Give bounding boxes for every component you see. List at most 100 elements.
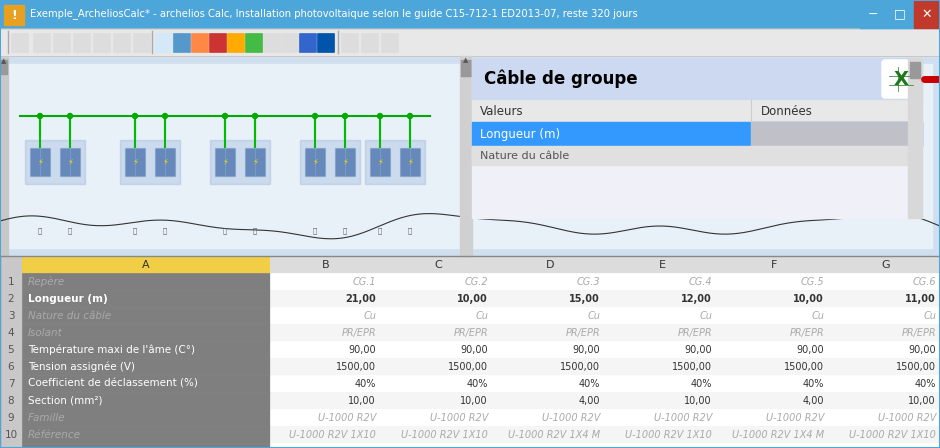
Circle shape — [223, 113, 227, 119]
FancyBboxPatch shape — [54, 34, 70, 52]
Text: E: E — [659, 259, 666, 270]
Text: Nexans: Nexans — [900, 447, 936, 448]
Bar — [71, 149, 79, 175]
Bar — [472, 58, 922, 100]
Text: 12,00: 12,00 — [682, 293, 712, 303]
Bar — [494, 358, 606, 375]
Bar — [22, 307, 270, 324]
Text: 1: 1 — [8, 276, 14, 287]
Bar — [382, 392, 494, 409]
Bar — [215, 148, 235, 176]
Text: ⚡: ⚡ — [407, 158, 413, 167]
Bar — [22, 256, 270, 273]
Bar — [494, 273, 606, 290]
Bar — [22, 375, 270, 392]
FancyBboxPatch shape — [133, 34, 150, 52]
Text: 10: 10 — [5, 430, 18, 439]
Text: 90,00: 90,00 — [572, 345, 600, 354]
Text: Longueur (m): Longueur (m) — [480, 128, 560, 141]
Bar — [830, 273, 940, 290]
Text: Cu: Cu — [588, 310, 600, 320]
Bar — [830, 392, 940, 409]
Bar — [461, 60, 471, 76]
Bar — [401, 149, 409, 175]
FancyBboxPatch shape — [93, 34, 111, 52]
Text: ⚡: ⚡ — [132, 158, 138, 167]
Bar — [0, 273, 22, 290]
Bar — [316, 149, 324, 175]
Bar — [718, 341, 830, 358]
Bar — [606, 409, 718, 426]
Bar — [270, 290, 382, 307]
Text: Section (mm²): Section (mm²) — [28, 396, 102, 405]
Bar — [270, 307, 382, 324]
Text: ⚡: ⚡ — [377, 158, 383, 167]
Text: ⚡: ⚡ — [222, 158, 227, 167]
Bar — [606, 358, 718, 375]
Bar — [125, 148, 145, 176]
Bar — [494, 375, 606, 392]
Text: ▲: ▲ — [463, 57, 469, 63]
Bar — [270, 392, 382, 409]
Text: Nexans: Nexans — [339, 447, 376, 448]
Bar — [494, 392, 606, 409]
Bar — [61, 149, 69, 175]
Text: CG.6: CG.6 — [913, 276, 936, 287]
Circle shape — [163, 113, 167, 119]
Bar — [22, 409, 270, 426]
Text: 7: 7 — [8, 379, 14, 388]
Bar — [718, 426, 830, 443]
Bar — [0, 409, 22, 426]
Bar — [606, 290, 718, 307]
Bar — [270, 256, 382, 273]
Text: □: □ — [894, 8, 906, 21]
Text: Cu: Cu — [923, 310, 936, 320]
Bar — [0, 56, 940, 256]
Bar — [22, 426, 270, 443]
Bar — [120, 140, 180, 184]
Text: ⏚: ⏚ — [253, 228, 258, 234]
Text: Référence: Référence — [28, 430, 81, 439]
Bar — [382, 324, 494, 341]
Bar — [494, 341, 606, 358]
Bar — [155, 148, 175, 176]
Text: CG.3: CG.3 — [576, 276, 600, 287]
Text: Marque: Marque — [28, 447, 67, 448]
Text: 10,00: 10,00 — [461, 396, 488, 405]
Text: U-1000 R2V 1X10: U-1000 R2V 1X10 — [625, 430, 712, 439]
Bar — [156, 149, 164, 175]
Bar — [718, 375, 830, 392]
Bar — [365, 140, 425, 184]
Bar — [305, 148, 325, 176]
Text: U-1000 R2V 1X10: U-1000 R2V 1X10 — [401, 430, 488, 439]
Text: 8: 8 — [8, 396, 14, 405]
Bar — [381, 149, 389, 175]
Text: 40%: 40% — [691, 379, 712, 388]
Circle shape — [408, 113, 413, 119]
Text: Valeurs: Valeurs — [480, 104, 524, 117]
Text: ⚡: ⚡ — [312, 158, 318, 167]
Text: B: B — [322, 259, 330, 270]
Bar — [606, 443, 718, 448]
Bar — [22, 392, 270, 409]
Bar — [400, 148, 420, 176]
Bar — [0, 56, 8, 256]
Bar — [606, 324, 718, 341]
Text: PR/EPR: PR/EPR — [565, 327, 600, 337]
Text: Câble de groupe: Câble de groupe — [484, 70, 637, 88]
Bar — [270, 426, 382, 443]
Text: 4: 4 — [8, 327, 14, 337]
FancyBboxPatch shape — [192, 34, 209, 52]
Bar — [210, 140, 270, 184]
Bar — [460, 56, 472, 256]
Text: PR/EPR: PR/EPR — [678, 327, 712, 337]
Bar — [126, 149, 134, 175]
Bar — [0, 358, 22, 375]
Text: Isolant: Isolant — [28, 327, 63, 337]
Bar — [606, 426, 718, 443]
Bar — [382, 290, 494, 307]
Bar — [382, 341, 494, 358]
Bar — [494, 409, 606, 426]
Bar — [718, 273, 830, 290]
Text: Coefficient de déclassement (%): Coefficient de déclassement (%) — [28, 379, 198, 388]
